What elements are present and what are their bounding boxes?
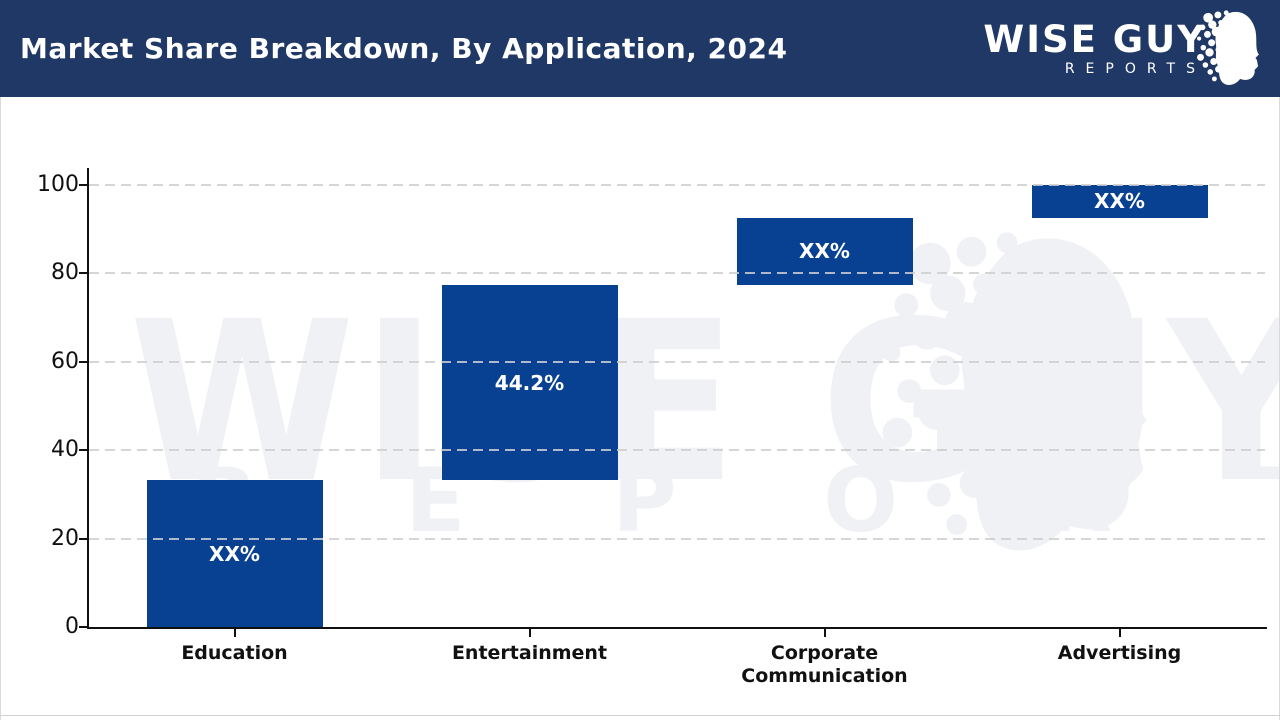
x-tick-mark	[823, 629, 826, 637]
x-category-label: Entertainment	[451, 642, 608, 664]
plot-area: WISE GUY R E P O R T S XX%44.2%XX%XX% 02…	[0, 97, 1280, 720]
watermark-face-icon	[869, 222, 1169, 572]
gridline-y-100	[89, 184, 1265, 186]
gridline-y-40	[89, 449, 1265, 452]
y-tick-label: 60	[51, 348, 79, 374]
y-tick-label: 80	[51, 260, 79, 286]
x-axis-line	[87, 627, 1267, 629]
x-tick-mark	[233, 629, 236, 637]
bar-value-label: XX%	[209, 541, 260, 566]
bar-value-label: XX%	[799, 239, 850, 264]
header: Market Share Breakdown, By Application, …	[0, 0, 1280, 97]
gridline-y-60	[89, 360, 1265, 363]
watermark-subtitle-text: R E P O R T S	[191, 449, 1279, 552]
y-tick-mark	[79, 449, 87, 452]
y-tick-mark	[79, 272, 87, 275]
brand-subtitle: REPORTS	[1064, 61, 1206, 77]
brand-face-icon	[1192, 8, 1266, 90]
y-tick-mark	[79, 626, 87, 628]
y-tick-mark	[79, 537, 87, 540]
bar-value-label: 44.2%	[494, 370, 565, 395]
gridline-y-20	[89, 537, 1265, 540]
bar-advertising: XX%	[1031, 185, 1208, 218]
x-category-label: Corporate Communication	[741, 642, 908, 687]
bar-entertainment: 44.2%	[441, 284, 618, 481]
bar-corporate-communication: XX%	[736, 217, 913, 285]
page-title: Market Share Breakdown, By Application, …	[20, 32, 788, 65]
y-tick-mark	[79, 360, 87, 363]
bar-education: XX%	[146, 480, 323, 627]
y-tick-label: 40	[51, 437, 79, 463]
y-tick-label: 100	[37, 172, 79, 197]
brand-name: WISE GUY	[983, 18, 1206, 61]
brand-logo-text: WISE GUY REPORTS	[983, 21, 1206, 76]
x-category-label: Advertising	[1057, 642, 1182, 664]
bar-value-label: XX%	[1094, 189, 1145, 214]
x-tick-mark	[528, 629, 531, 637]
gridline-y-80	[89, 272, 1265, 275]
y-tick-mark	[79, 184, 87, 186]
y-tick-label: 20	[51, 525, 79, 551]
bottom-border	[1, 715, 1280, 716]
x-category-label: Education	[181, 642, 288, 664]
y-axis-line	[87, 168, 89, 629]
x-tick-mark	[1118, 629, 1121, 637]
brand-logo: WISE GUY REPORTS	[983, 8, 1280, 90]
y-tick-label: 0	[65, 614, 79, 639]
